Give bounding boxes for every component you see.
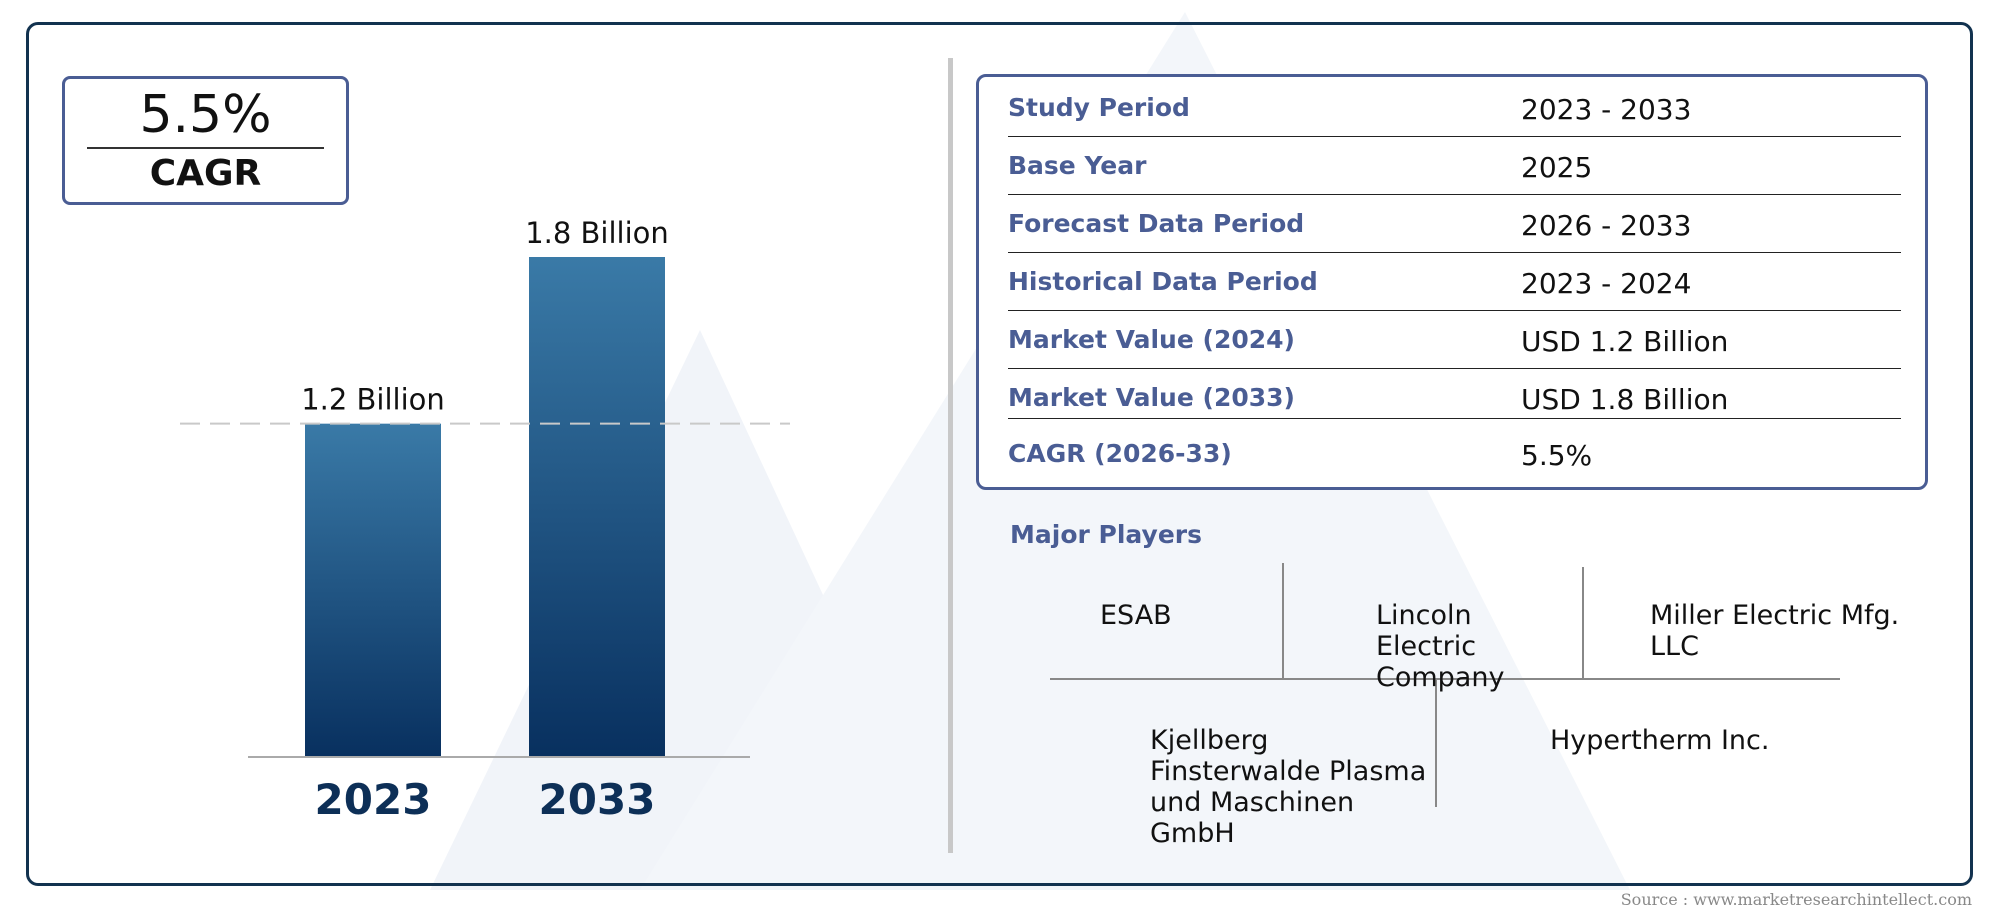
source-credit: Source : www.marketresearchintellect.com: [1620, 890, 1972, 909]
player-divider: [1582, 567, 1584, 678]
bar-chart: 1.2 Billion 2023 1.8 Billion 2033: [180, 216, 790, 824]
table-row: Market Value (2024) USD 1.2 Billion: [1008, 311, 1901, 369]
cagr-value: 5.5%: [139, 85, 272, 145]
row-key: Forecast Data Period: [1008, 209, 1305, 238]
table-row: CAGR (2026-33) 5.5%: [1008, 425, 1901, 483]
cagr-divider: [87, 147, 324, 149]
bar-data-label: 1.2 Billion: [301, 383, 445, 417]
bar-2023: [305, 423, 441, 757]
player-divider: [1282, 563, 1284, 678]
table-row: Base Year 2025: [1008, 137, 1901, 195]
table-row: Market Value (2033) USD 1.8 Billion: [1008, 369, 1901, 419]
player-name: Kjellberg Finsterwalde Plasma und Maschi…: [1150, 725, 1427, 849]
vertical-divider: [948, 58, 953, 853]
player-divider: [1050, 678, 1840, 680]
row-value: 5.5%: [1521, 439, 1593, 472]
player-divider: [1435, 679, 1437, 807]
x-tick-label: 2033: [539, 775, 656, 824]
card-frame: [26, 22, 1973, 886]
row-value: 2023 - 2024: [1521, 267, 1692, 300]
major-players-title: Major Players: [1010, 520, 1202, 549]
row-value: 2023 - 2033: [1521, 93, 1692, 126]
market-info-table: Study Period 2023 - 2033 Base Year 2025 …: [976, 74, 1928, 490]
player-name: Lincoln Electric Company: [1376, 600, 1505, 693]
table-row: Forecast Data Period 2026 - 2033: [1008, 195, 1901, 253]
row-key: Historical Data Period: [1008, 267, 1318, 296]
player-name: ESAB: [1100, 600, 1172, 631]
row-key: Base Year: [1008, 151, 1147, 180]
table-row: Historical Data Period 2023 - 2024: [1008, 253, 1901, 311]
player-name: Hypertherm Inc.: [1550, 725, 1770, 756]
x-tick-label: 2023: [315, 775, 432, 824]
row-value: 2026 - 2033: [1521, 209, 1692, 242]
bar-data-label: 1.8 Billion: [525, 216, 669, 250]
bar-2033: [529, 257, 665, 757]
table-row: Study Period 2023 - 2033: [1008, 79, 1901, 137]
row-value: 2025: [1521, 151, 1593, 184]
row-value: USD 1.8 Billion: [1521, 383, 1729, 416]
row-key: Market Value (2033): [1008, 383, 1295, 412]
cagr-badge: 5.5% CAGR: [62, 76, 349, 205]
player-name: Miller Electric Mfg. LLC: [1650, 600, 1900, 662]
row-key: Market Value (2024): [1008, 325, 1295, 354]
row-key: CAGR (2026-33): [1008, 439, 1232, 468]
cagr-label: CAGR: [149, 153, 262, 194]
row-value: USD 1.2 Billion: [1521, 325, 1729, 358]
row-key: Study Period: [1008, 93, 1190, 122]
